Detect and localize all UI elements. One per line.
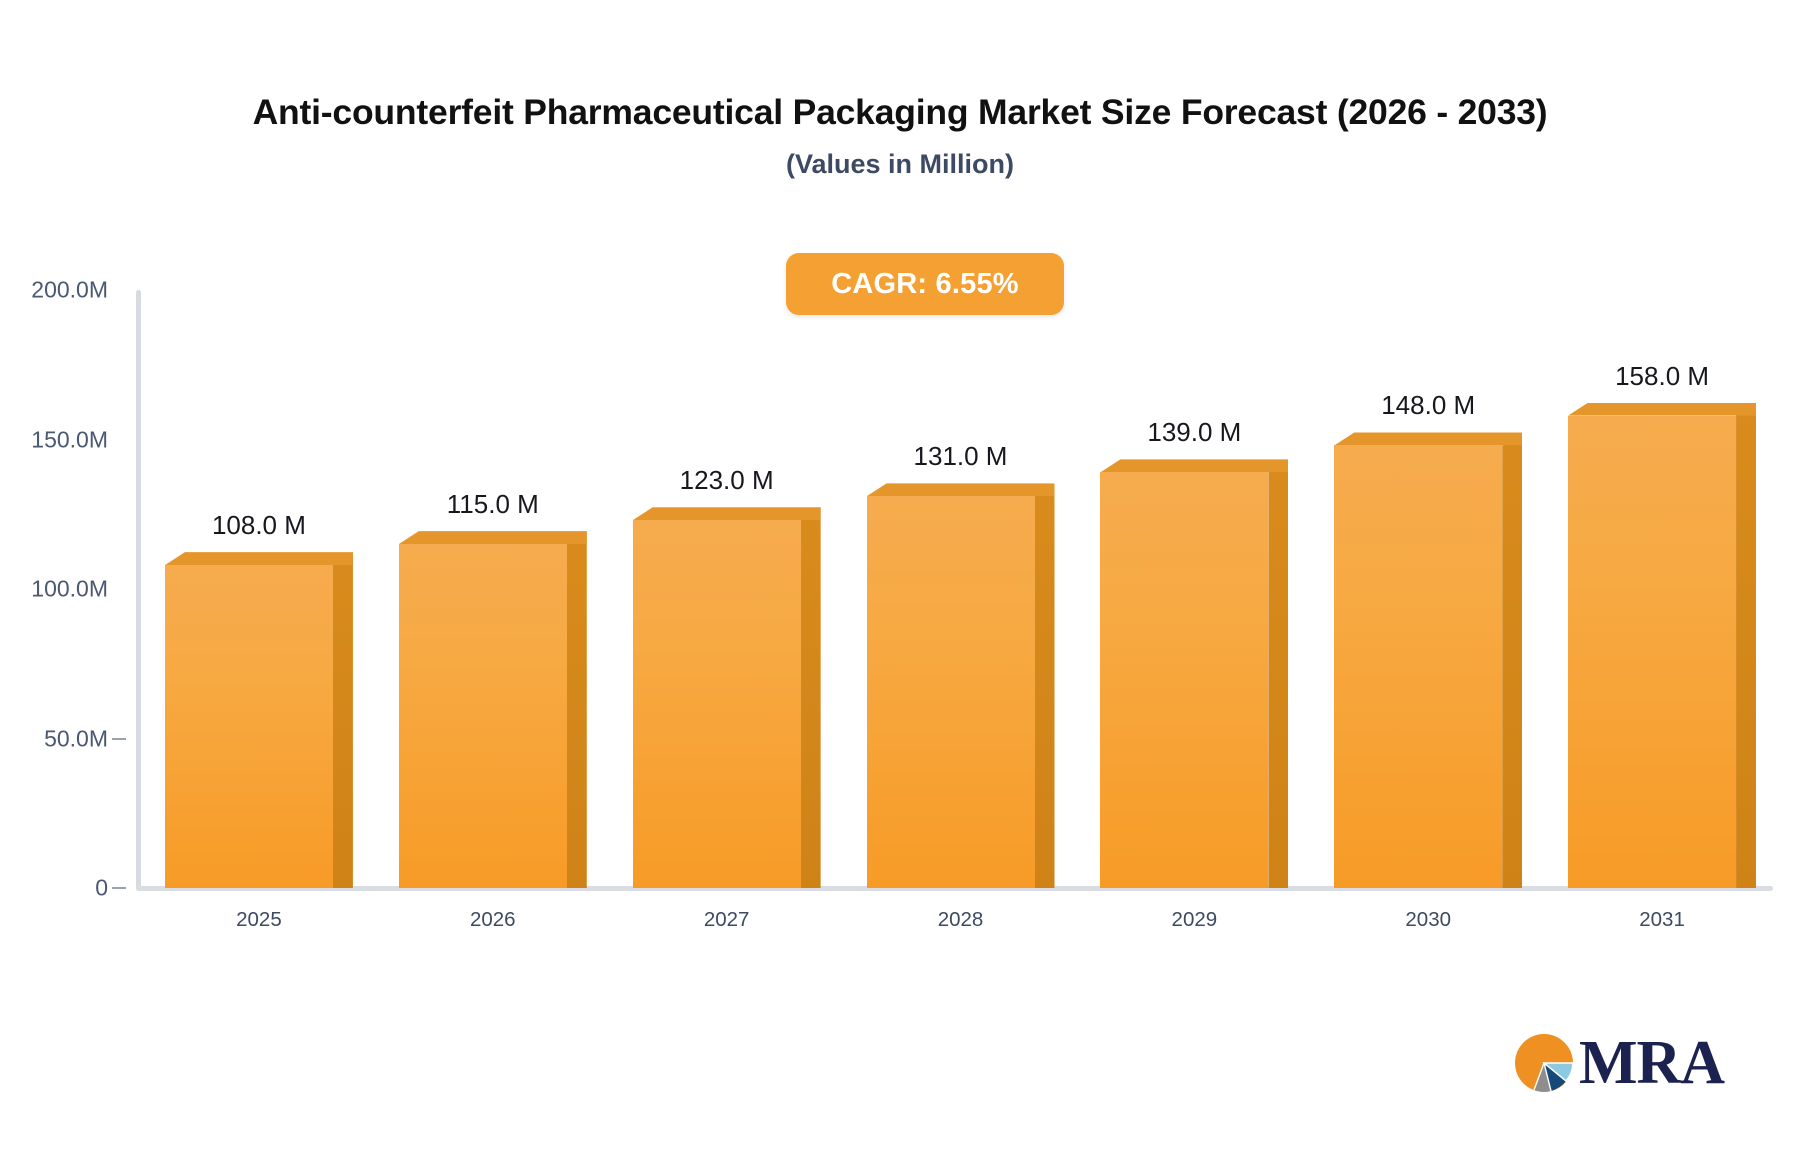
- bar-side-face: [1034, 483, 1055, 888]
- y-axis-tick-label: 50.0M: [44, 725, 108, 751]
- bar-side-face: [1502, 432, 1523, 888]
- bar: [398, 531, 587, 888]
- bar-value-label: 108.0 M: [211, 510, 306, 541]
- bar: [164, 552, 353, 888]
- y-axis-tick-label: 150.0M: [31, 426, 108, 452]
- bar: [1100, 459, 1289, 888]
- bar: [866, 483, 1055, 888]
- bar-value-label: 115.0 M: [446, 489, 539, 520]
- bar-side-face: [566, 531, 587, 888]
- bar-top-face: [866, 483, 1055, 497]
- chart-subtitle: (Values in Million): [785, 148, 1015, 179]
- bar-series: 108.0 M 115.0 M 123.0 M 131.0 M 139.0 M 148.0…: [136, 290, 1773, 888]
- x-axis-tick-label: 2031: [1639, 908, 1685, 931]
- bar-value-label: 148.0 M: [1381, 390, 1476, 421]
- bar: [1568, 402, 1757, 888]
- bar-side-face: [800, 507, 821, 888]
- chart-header: Anti-counterfeit Pharmaceutical Packagin…: [0, 92, 1800, 180]
- y-axis-tick-label: 100.0M: [31, 575, 108, 602]
- x-axis-line: [136, 886, 1773, 891]
- mra-logo: MRA: [1513, 1029, 1725, 1097]
- logo-text: MRA: [1579, 1029, 1725, 1097]
- bar-top-face: [1568, 402, 1757, 416]
- x-axis-tick-label: 2030: [1405, 908, 1452, 931]
- bar-top-face: [398, 531, 587, 545]
- x-axis-tick-label: 2027: [703, 908, 750, 931]
- bar-top-face: [632, 507, 821, 521]
- y-axis-tick-label: 0: [95, 874, 108, 901]
- cagr-badge-label: CAGR: 6.55%: [831, 267, 1019, 300]
- bar: [632, 507, 821, 888]
- bar-top-face: [164, 552, 353, 566]
- x-axis-tick-label: 2028: [937, 908, 984, 931]
- bar-front-face: [1334, 445, 1503, 888]
- bar-value-label: 158.0 M: [1615, 360, 1710, 391]
- x-axis-tick-label: 2029: [1171, 908, 1218, 931]
- bar-side-face: [332, 552, 353, 888]
- bar-front-face: [866, 496, 1035, 888]
- bar-top-face: [1100, 459, 1289, 473]
- bar-front-face: [1100, 472, 1269, 888]
- y-axis-tick-mark: [112, 737, 126, 740]
- pie-chart-mark-icon: [1515, 1034, 1574, 1092]
- bar-front-face: [632, 520, 801, 888]
- bar-side-face: [1736, 402, 1757, 888]
- chart-title: Anti-counterfeit Pharmaceutical Packagin…: [252, 92, 1548, 132]
- bar-front-face: [398, 544, 567, 888]
- bar-top-face: [1334, 432, 1523, 446]
- bar-side-face: [1268, 459, 1289, 888]
- bar-value-label: 123.0 M: [679, 465, 774, 496]
- bar-front-face: [1568, 415, 1737, 888]
- bar-value-label: 139.0 M: [1147, 417, 1242, 448]
- y-axis-tick-label: 200.0M: [31, 276, 108, 303]
- bar: [1334, 432, 1523, 888]
- x-axis-tick-label: 2025: [236, 908, 282, 931]
- y-axis-tick-mark: [112, 887, 126, 889]
- bar-front-face: [164, 565, 333, 888]
- bar-value-label: 131.0 M: [913, 441, 1008, 472]
- y-axis-line: [136, 290, 141, 890]
- x-axis-tick-label: 2026: [469, 908, 516, 931]
- cagr-badge: CAGR: 6.55%: [786, 253, 1064, 315]
